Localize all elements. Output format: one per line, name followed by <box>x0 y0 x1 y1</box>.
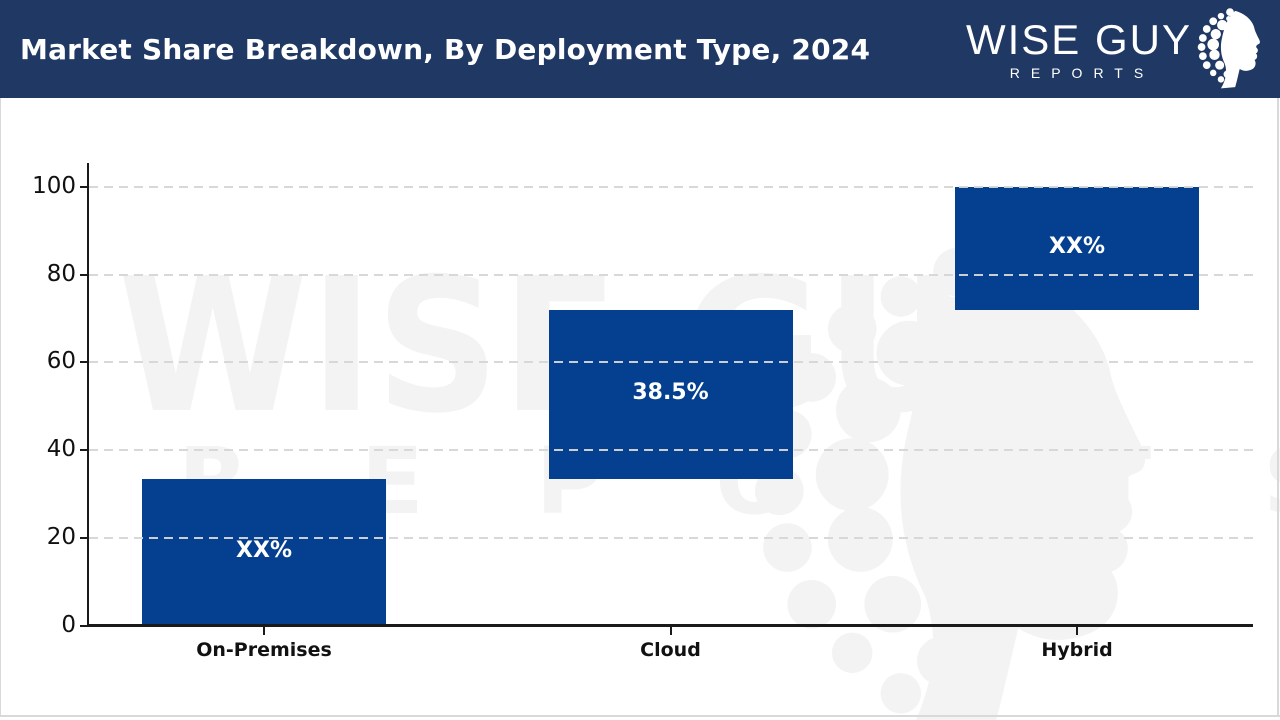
grid-line <box>89 449 1253 452</box>
y-axis-tick-label: 100 <box>32 172 76 199</box>
y-axis-tick-label: 0 <box>61 612 76 638</box>
y-axis-tick <box>80 185 88 188</box>
header: Market Share Breakdown, By Deployment Ty… <box>0 0 1280 98</box>
grid-line <box>89 273 1253 276</box>
x-axis-tick <box>1076 627 1078 635</box>
y-axis-tick <box>80 537 88 540</box>
y-axis-tick <box>80 449 88 452</box>
brand-logo-text: WISE GUY REPORTS <box>965 15 1192 81</box>
grid-line <box>89 361 1253 364</box>
bar-segment <box>142 478 386 626</box>
category-label: Cloud <box>640 639 701 661</box>
grid-line <box>89 185 1253 188</box>
bar-value-label: 38.5% <box>632 380 709 406</box>
x-axis-tick <box>263 627 265 635</box>
brand-name: WISE GUY <box>965 15 1192 63</box>
frame-border-left <box>0 98 1 716</box>
y-axis-tick <box>80 273 88 276</box>
bar-value-label: XX% <box>1049 234 1105 260</box>
page-title: Market Share Breakdown, By Deployment Ty… <box>20 32 871 66</box>
y-axis-tick-label: 40 <box>46 436 76 463</box>
y-axis-tick <box>80 361 88 364</box>
frame-border-bottom <box>0 715 1280 717</box>
y-axis-tick-label: 20 <box>46 524 76 551</box>
frame-border-right <box>1277 98 1279 716</box>
brand-logo: WISE GUY REPORTS <box>966 7 1266 91</box>
y-axis-line <box>87 163 89 627</box>
category-label: Hybrid <box>1041 639 1113 661</box>
grid-line <box>89 537 1253 540</box>
wiseguy-head-icon <box>1194 7 1266 91</box>
bar-value-label: XX% <box>236 538 292 564</box>
brand-subtitle: REPORTS <box>1009 64 1155 81</box>
y-axis-tick-label: 80 <box>46 260 76 287</box>
y-axis-tick <box>80 625 88 627</box>
x-axis-tick <box>669 627 672 635</box>
x-axis-line <box>87 624 1253 627</box>
chart-area: WISE GUY R E P O R T S XX% 38.5% XX% 0 20 40… <box>0 98 1280 720</box>
y-axis-tick-label: 60 <box>46 348 76 375</box>
category-label: On-Premises <box>196 639 332 661</box>
